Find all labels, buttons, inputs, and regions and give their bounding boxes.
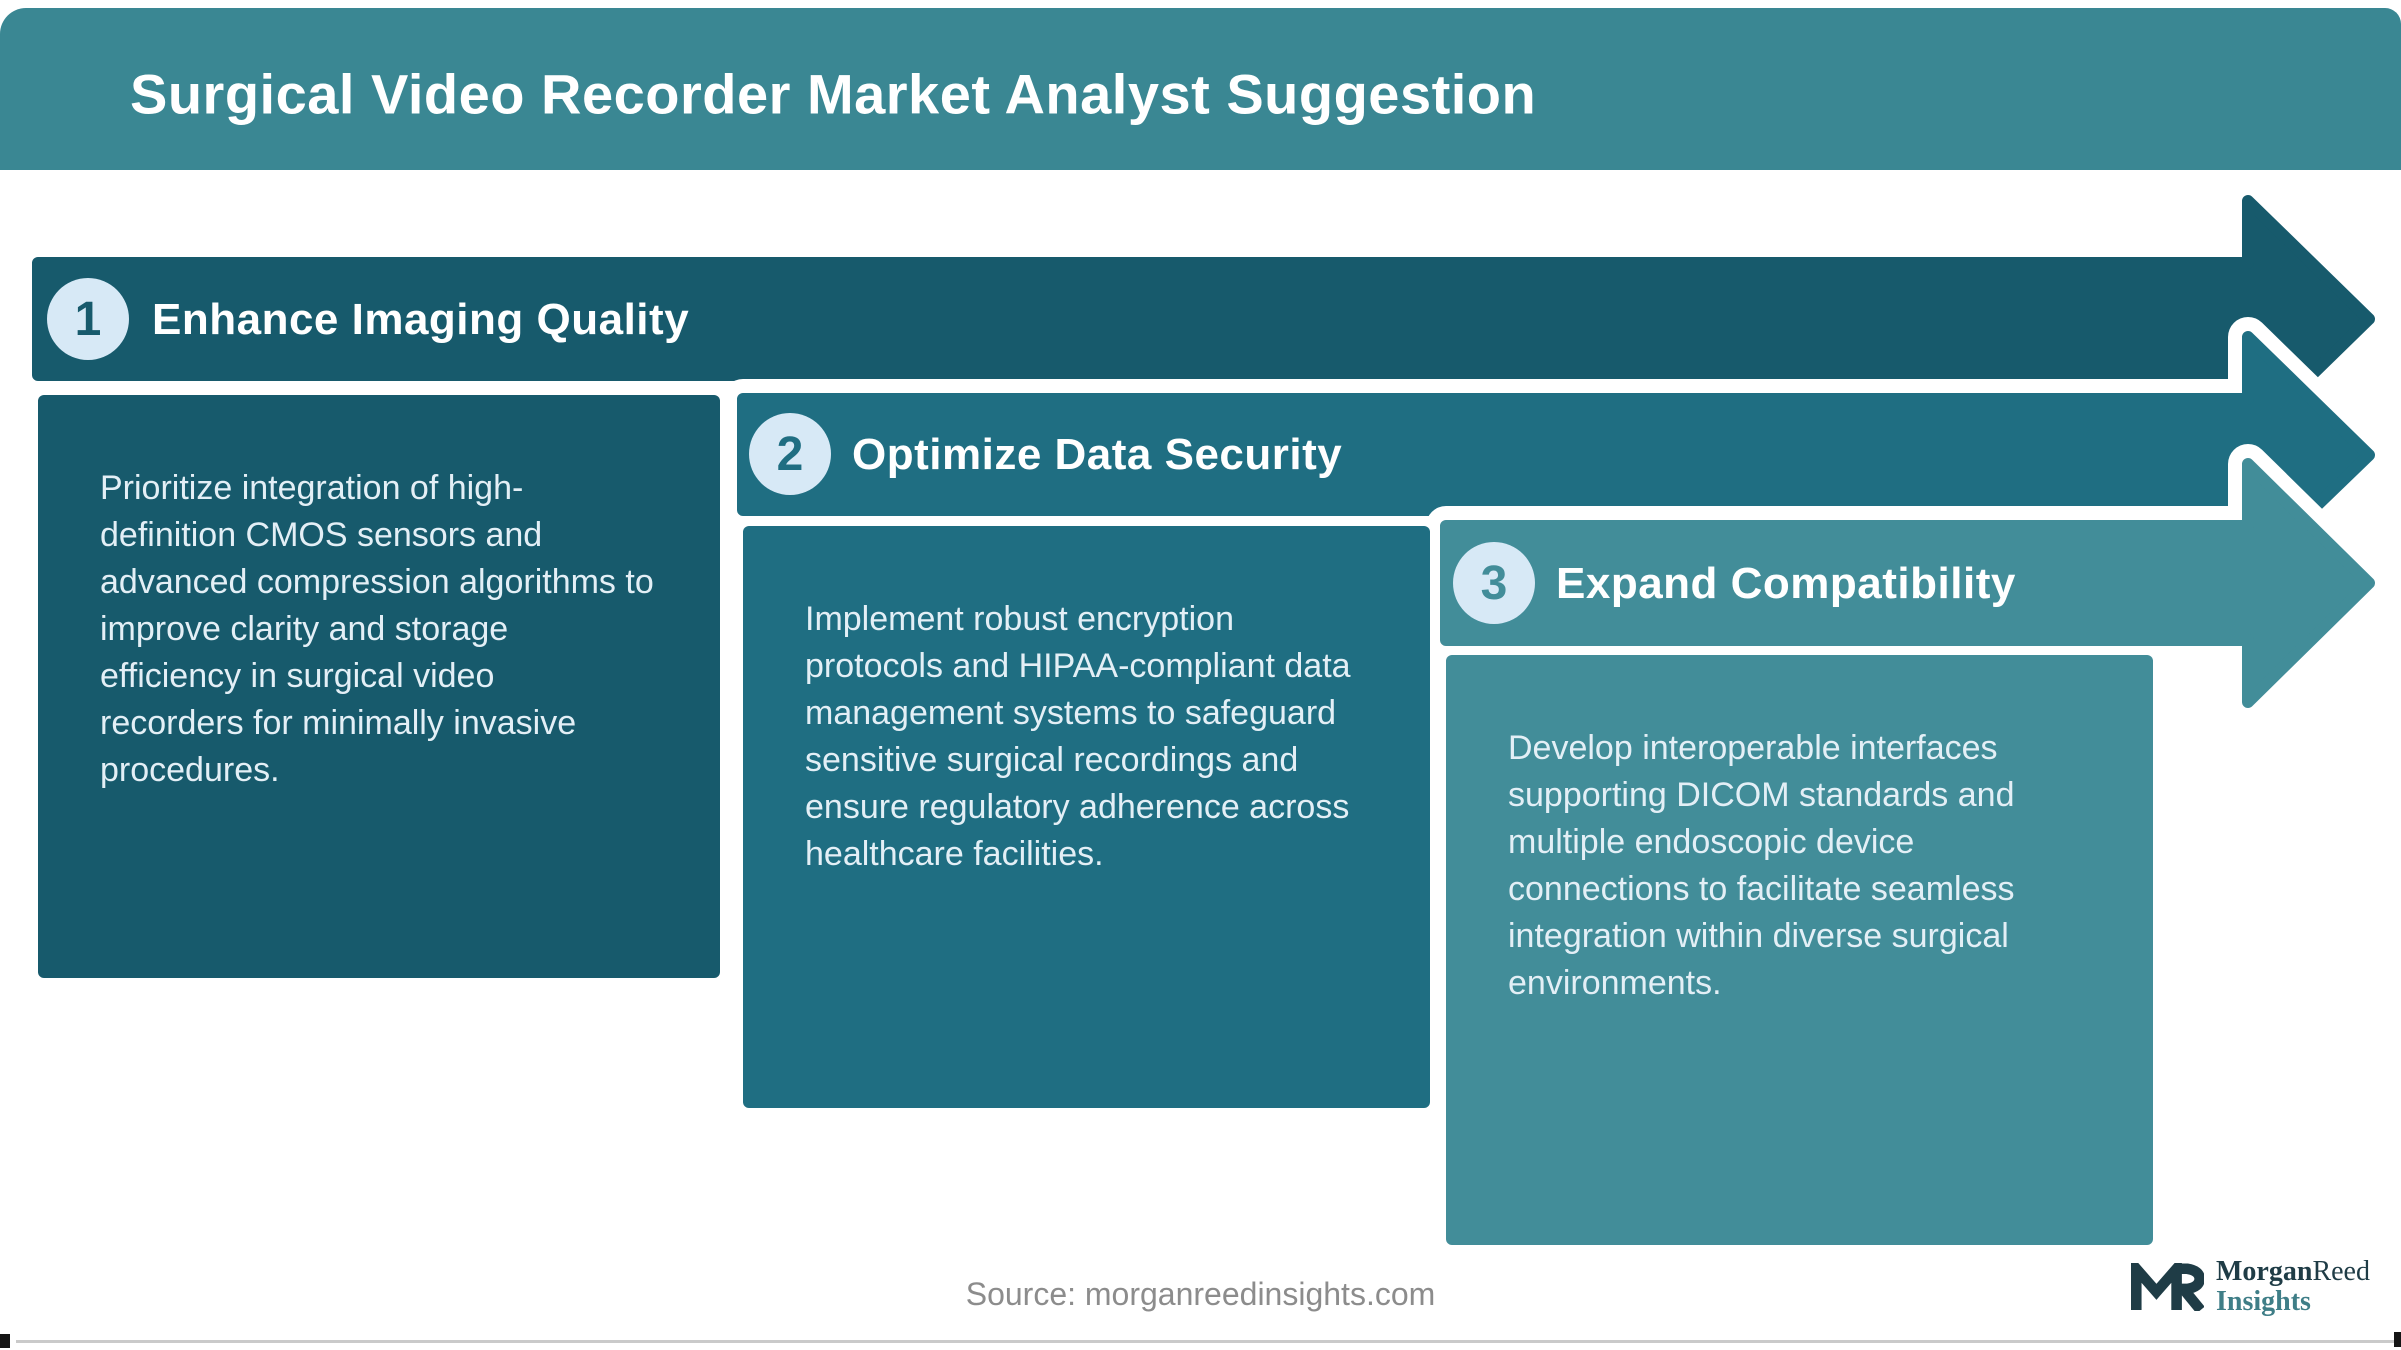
bottom-left-tick: [0, 1334, 10, 1348]
step-1-description: Prioritize integration of high- definiti…: [100, 469, 654, 789]
step-2-number-badge: 2: [749, 413, 831, 495]
logo-name-reed: Reed: [2312, 1256, 2370, 1287]
logo-tagline: Insights: [2216, 1286, 2311, 1317]
step-1-number-badge: 1: [47, 278, 129, 360]
step-3-label: Expand Compatibility: [1556, 559, 2016, 608]
step-3-arrow: [1440, 458, 2375, 708]
step-1-description-box: Prioritize integration of high- definiti…: [38, 395, 720, 978]
bottom-hairline: [16, 1340, 2401, 1343]
step-2-description: Implement robust encryption protocols an…: [805, 600, 1351, 873]
header-bar: Surgical Video Recorder Market Analyst S…: [0, 8, 2401, 170]
step-1-label: Enhance Imaging Quality: [152, 295, 690, 344]
logo-name: MorganReed: [2216, 1258, 2370, 1286]
step-3-description: Develop interoperable interfaces support…: [1508, 729, 2015, 1002]
bottom-right-tick: [2394, 1332, 2401, 1347]
source-attribution: Source: morganreedinsights.com: [965, 1276, 1436, 1312]
step-2-number: 2: [776, 427, 804, 481]
step-3-number: 3: [1480, 556, 1508, 610]
step-3-description-box: Develop interoperable interfaces support…: [1446, 655, 2153, 1245]
step-3-number-badge: 3: [1453, 542, 1535, 624]
step-2-description-box: Implement robust encryption protocols an…: [743, 526, 1430, 1108]
step-1-number: 1: [74, 292, 102, 346]
morganreed-logo: MorganReed Insights: [2130, 1258, 2370, 1316]
page-title: Surgical Video Recorder Market Analyst S…: [130, 62, 1537, 126]
logo-wordmark: MorganReed Insights: [2216, 1258, 2370, 1316]
step-2-label: Optimize Data Security: [852, 430, 1343, 479]
logo-name-morgan: Morgan: [2216, 1256, 2313, 1287]
morganreed-monogram-icon: [2131, 1263, 2204, 1311]
